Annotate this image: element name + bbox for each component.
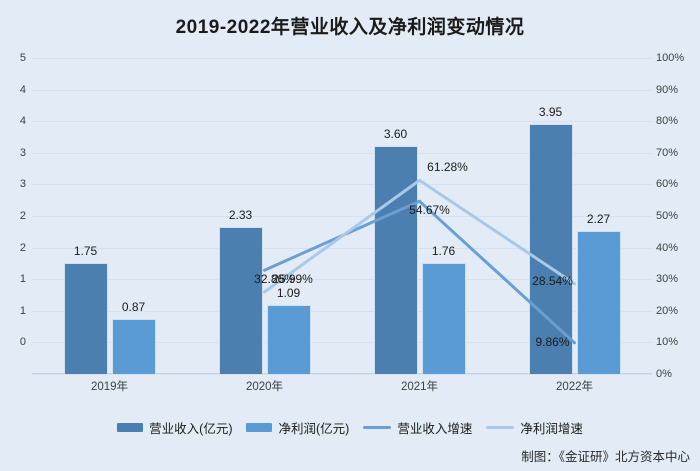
- gridline: [32, 89, 652, 91]
- y-tick-left: 1: [19, 273, 26, 286]
- pct-label-profit-growth: 61.28%: [427, 160, 468, 175]
- y-tick-left: 5: [19, 52, 26, 64]
- bar-revenue: [373, 146, 418, 374]
- pct-label-revenue-growth: 9.86%: [535, 334, 570, 349]
- bar-label-revenue: 1.75: [73, 244, 98, 259]
- legend-item[interactable]: 营业收入增速: [363, 418, 472, 437]
- bar-label-revenue: 2.33: [228, 207, 253, 222]
- bar-label-profit: 1.09: [276, 286, 301, 301]
- legend-box-icon: [117, 423, 144, 432]
- y-tick-right: 70%: [656, 146, 679, 159]
- bar-label-profit: 0.87: [121, 300, 146, 315]
- gridline: [32, 216, 652, 217]
- bar-label-profit: 1.76: [431, 243, 456, 258]
- gridline: [32, 58, 652, 59]
- legend-item[interactable]: 净利润增速: [486, 418, 583, 437]
- chart-title: 2019-2022年营业收入及净利润变动情况: [175, 17, 525, 38]
- y-tick-right: 60%: [656, 178, 679, 191]
- y-tick-left: 4: [19, 83, 26, 96]
- line-series-container: [263, 178, 576, 345]
- y-tick-left: 2: [19, 210, 26, 222]
- y-tick-left: 0: [19, 336, 26, 349]
- legend-label: 净利润(亿元): [278, 422, 350, 436]
- y-tick-right: 30%: [656, 273, 679, 286]
- y-tick-left: 1: [19, 304, 26, 317]
- y-tick-left: 2: [19, 241, 26, 254]
- legend-label: 营业收入(亿元): [149, 422, 233, 436]
- y-tick-left: 4: [19, 115, 26, 128]
- gridline: [32, 310, 652, 312]
- chart-legend: 营业收入(亿元) 净利润(亿元) 营业收入增速 净利润增速: [0, 418, 700, 437]
- legend-label: 营业收入增速: [397, 422, 473, 436]
- legend-line-icon: [363, 426, 392, 429]
- bar-profit: [576, 230, 621, 374]
- y-tick-right: 20%: [656, 304, 679, 317]
- pct-label-profit-growth: 25.99%: [272, 271, 313, 286]
- y-tick-right: 40%: [656, 241, 679, 254]
- legend-item[interactable]: 营业收入(亿元): [117, 418, 232, 437]
- bar-label-profit: 2.27: [586, 211, 611, 226]
- x-tick: 2022年: [555, 381, 594, 393]
- bar-profit: [111, 319, 156, 374]
- y-tick-right: 0%: [656, 368, 672, 380]
- gridline: [32, 121, 652, 123]
- bar-label-revenue: 3.60: [383, 127, 408, 142]
- legend-label: 净利润增速: [520, 422, 583, 436]
- pct-label-profit-growth: 28.54%: [532, 273, 573, 288]
- gridline: [32, 247, 652, 249]
- gridline: [32, 342, 652, 344]
- y-tick-right: 10%: [656, 336, 679, 349]
- pct-label-revenue-growth: 32.86%: [254, 272, 295, 287]
- bar-profit: [266, 305, 311, 374]
- line-profit-growth: [263, 178, 576, 294]
- y-tick-right: 50%: [656, 210, 679, 222]
- bar-revenue: [218, 226, 263, 374]
- y-tick-left: 3: [19, 146, 26, 159]
- y-tick-right: 90%: [656, 83, 679, 96]
- line-revenue-growth: [263, 199, 576, 345]
- legend-box-icon: [246, 423, 273, 432]
- y-tick-right: 100%: [656, 52, 685, 64]
- y-tick-right: 80%: [656, 115, 679, 128]
- bar-label-revenue: 3.95: [538, 105, 563, 120]
- y-tick-left: 3: [19, 178, 26, 191]
- x-tick: 2020年: [245, 381, 284, 393]
- legend-line-icon: [486, 426, 515, 429]
- bar-profit: [421, 262, 466, 374]
- gridline: [32, 279, 652, 281]
- gridline: [32, 374, 652, 375]
- x-tick: 2019年: [90, 381, 129, 393]
- plot-area: 1.75 2.33 3.60 3.95 0.87 1.09 1.76 2.27 32.86% 54…: [32, 58, 652, 375]
- bar-revenue: [63, 263, 108, 374]
- gridline: [32, 184, 652, 186]
- legend-item[interactable]: 净利润(亿元): [246, 418, 349, 437]
- axis-baseline: [32, 373, 652, 374]
- x-tick: 2021年: [400, 381, 439, 393]
- gridline: [32, 152, 652, 154]
- pct-label-revenue-growth: 54.67%: [409, 203, 450, 218]
- credit-text: 制图：《金证研》北方资本中心: [521, 450, 690, 464]
